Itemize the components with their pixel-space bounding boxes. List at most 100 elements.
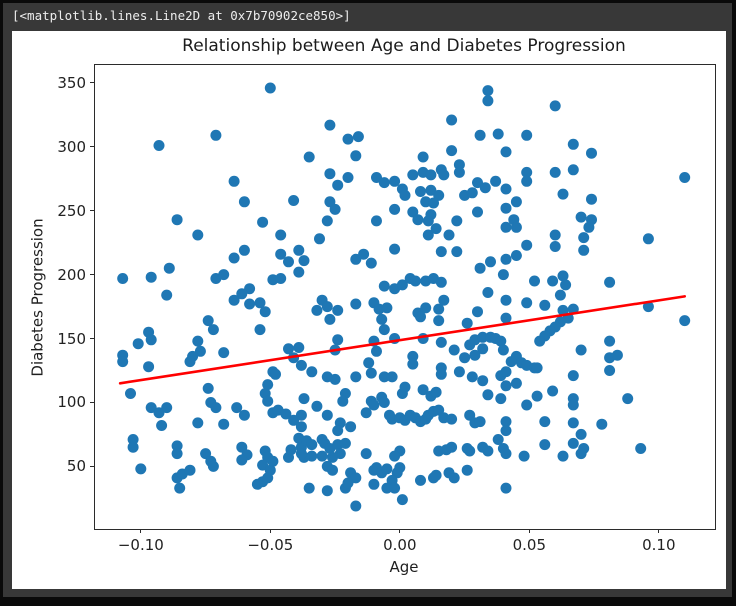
scatter-point	[352, 131, 364, 143]
scatter-point	[236, 288, 248, 300]
scatter-point	[210, 129, 222, 141]
scatter-point	[244, 298, 256, 310]
scatter-point	[311, 400, 323, 412]
y-tick-mark	[90, 146, 94, 148]
scatter-point	[324, 313, 336, 325]
scatter-point	[228, 252, 240, 264]
y-tick-label: 300	[57, 137, 86, 156]
scatter-point	[218, 269, 230, 281]
scatter-point	[332, 304, 344, 316]
scatter-point	[500, 380, 512, 392]
scatter-point	[412, 214, 424, 226]
scatter-point	[218, 418, 230, 430]
scatter-point	[342, 133, 354, 145]
scatter-point	[417, 151, 429, 163]
matplotlib-figure: Relationship between Age and Diabetes Pr…	[12, 31, 726, 589]
scatter-point	[435, 246, 447, 258]
scatter-point	[428, 197, 439, 209]
scatter-point	[293, 342, 305, 353]
scatter-point	[435, 276, 447, 288]
scatter-point	[492, 434, 504, 445]
scatter-point	[371, 172, 382, 183]
scatter-point	[358, 248, 370, 260]
scatter-point	[521, 175, 533, 187]
scatter-point	[578, 232, 590, 244]
scatter-point	[298, 393, 310, 405]
scatter-point	[207, 324, 219, 336]
scatter-point	[575, 428, 587, 440]
scatter-point	[327, 464, 338, 476]
scatter-point	[143, 361, 155, 373]
scatter-point	[622, 393, 634, 405]
scatter-point	[586, 193, 597, 205]
scatter-point	[446, 145, 458, 157]
scatter-point	[254, 297, 266, 309]
scatter-point	[472, 206, 483, 218]
scatter-point	[477, 375, 489, 387]
scatter-point	[472, 306, 483, 318]
scatter-point	[171, 214, 183, 226]
scatter-point	[192, 335, 204, 347]
scatter-point	[386, 371, 398, 383]
chart-title: Relationship between Age and Diabetes Pr…	[182, 36, 626, 56]
scatter-point	[376, 313, 388, 325]
scatter-point	[435, 336, 447, 348]
scatter-point	[500, 294, 512, 306]
scatter-point	[567, 417, 579, 429]
scatter-point	[448, 472, 460, 484]
scatter-point	[500, 312, 512, 324]
scatter-point	[363, 357, 375, 369]
scatter-point	[596, 418, 608, 430]
scatter-point	[472, 177, 483, 189]
scatter-point	[293, 266, 305, 278]
scatter-point	[430, 223, 442, 235]
scatter-point	[575, 448, 587, 460]
scatter-point	[332, 425, 344, 437]
scatter-point	[500, 416, 512, 428]
scatter-point	[161, 289, 173, 301]
scatter-point	[557, 270, 569, 282]
scatter-point	[422, 229, 434, 241]
scatter-point	[443, 229, 455, 241]
scatter-point	[453, 166, 465, 178]
scatter-point	[539, 416, 551, 428]
scatter-point	[381, 482, 393, 494]
scatter-point	[477, 331, 489, 343]
x-tick-label: −0.05	[247, 536, 294, 554]
x-tick-mark	[140, 529, 142, 533]
scatter-point	[430, 386, 442, 398]
plot-area-svg	[117, 82, 691, 512]
scatter-point	[332, 334, 344, 346]
scatter-point	[207, 460, 219, 472]
scatter-point	[295, 409, 307, 421]
scatter-point	[324, 168, 336, 180]
scatter-point	[604, 365, 616, 376]
scatter-point	[510, 377, 522, 389]
scatter-point	[329, 203, 341, 215]
regression-line	[118, 295, 686, 385]
scatter-point	[531, 390, 543, 402]
scatter-point	[192, 229, 204, 241]
scatter-point	[238, 409, 250, 421]
scatter-point	[321, 301, 333, 313]
scatter-point	[345, 421, 357, 433]
scatter-point	[350, 150, 362, 162]
scatter-point	[238, 244, 250, 256]
scatter-point	[117, 356, 129, 368]
scatter-point	[378, 371, 390, 383]
scatter-point	[422, 215, 434, 227]
scatter-point	[210, 402, 222, 414]
scatter-point	[464, 409, 476, 421]
scatter-point	[474, 129, 486, 141]
scatter-point	[117, 273, 129, 284]
scatter-point	[567, 399, 579, 411]
scatter-point	[257, 216, 269, 228]
scatter-point	[218, 347, 230, 359]
scatter-point	[549, 166, 561, 178]
scatter-point	[389, 482, 401, 494]
scatter-point	[285, 444, 297, 456]
scatter-point	[482, 389, 494, 401]
scatter-point	[145, 334, 157, 346]
scatter-point	[389, 450, 401, 462]
x-tick-label: 0.00	[383, 536, 417, 554]
